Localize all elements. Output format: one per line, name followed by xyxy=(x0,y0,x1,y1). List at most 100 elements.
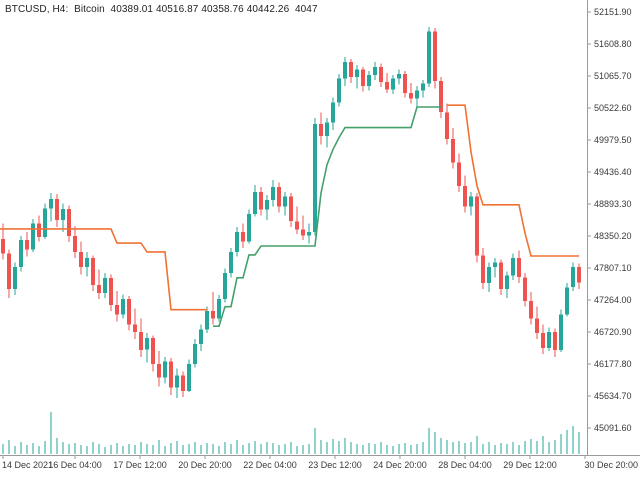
price-label: 46177.80 xyxy=(594,359,632,369)
candle-body xyxy=(121,299,125,315)
time-label: 17 Dec 12:00 xyxy=(113,460,167,470)
candle-body xyxy=(487,267,491,284)
price-axis[interactable]: 52151.90 51608.80 51065.70 50522.60 49979.50… xyxy=(587,7,632,433)
trend-line-down xyxy=(447,104,579,257)
price-label: 45634.70 xyxy=(594,391,632,401)
candle-body xyxy=(385,82,389,90)
price-label: 47807.10 xyxy=(594,263,632,273)
trend-line-down xyxy=(0,228,207,311)
candle-body xyxy=(67,208,71,236)
candle-body xyxy=(391,78,395,90)
candle-body xyxy=(439,81,443,113)
candle-body xyxy=(235,231,239,252)
candle-body xyxy=(139,332,143,350)
candle-body xyxy=(187,363,191,391)
candle-body xyxy=(241,231,245,242)
candle-body xyxy=(355,69,359,77)
time-label: 14 Dec 2021 xyxy=(2,460,53,470)
trend-line-up xyxy=(213,106,441,328)
price-label: 49436.40 xyxy=(594,167,632,177)
candle-body xyxy=(37,223,41,238)
candle-body xyxy=(31,223,35,250)
candle-body xyxy=(199,329,203,344)
candle-body xyxy=(535,318,539,334)
candle-body xyxy=(73,236,77,252)
candle-body xyxy=(577,267,581,283)
candle-body xyxy=(181,375,185,391)
candle-body xyxy=(457,162,461,186)
candle-body xyxy=(55,198,59,221)
candle-body xyxy=(475,196,479,256)
candle-body xyxy=(379,66,383,83)
candle-body xyxy=(49,198,53,209)
time-label: 16 Dec 04:00 xyxy=(48,460,102,470)
candle-body xyxy=(493,262,497,268)
price-label: 50522.60 xyxy=(594,103,632,113)
candle-body xyxy=(91,257,95,285)
candle-body xyxy=(361,69,365,86)
price-label: 45091.60 xyxy=(594,423,632,433)
candle-body xyxy=(43,208,47,238)
price-label: 51608.80 xyxy=(594,39,632,49)
candle-body xyxy=(451,138,455,163)
candle-body xyxy=(307,231,311,236)
candle-body xyxy=(349,62,353,77)
candle-body xyxy=(157,363,161,378)
candle-body xyxy=(427,31,431,84)
candle-body xyxy=(205,310,209,330)
candle-body xyxy=(397,74,401,79)
candle-body xyxy=(175,375,179,388)
candle-body xyxy=(481,255,485,284)
candle-body xyxy=(325,122,329,136)
candle-body xyxy=(523,277,527,301)
chart-symbol-title: BTCUSD, H4: Bitcoin 40389.01 40516.87 40… xyxy=(5,4,318,15)
time-label: 28 Dec 04:00 xyxy=(438,460,492,470)
candle-body xyxy=(247,214,251,242)
candle-body xyxy=(367,75,371,86)
candle-body xyxy=(85,257,89,268)
candle-body xyxy=(133,324,137,333)
candle-body xyxy=(151,337,155,364)
candle-body xyxy=(7,253,11,290)
candle-body xyxy=(433,31,437,82)
candle-body xyxy=(469,196,473,207)
candle-body xyxy=(229,251,233,274)
candle-body xyxy=(163,361,167,378)
candles xyxy=(1,26,581,398)
axes-frame xyxy=(0,0,640,456)
time-label: 20 Dec 20:00 xyxy=(178,460,232,470)
time-label: 23 Dec 12:00 xyxy=(308,460,362,470)
candle-body xyxy=(505,275,509,290)
candle-body xyxy=(97,284,101,294)
candle-body xyxy=(217,299,221,319)
price-label: 49979.50 xyxy=(594,135,632,145)
price-label: 48893.30 xyxy=(594,199,632,209)
candle-body xyxy=(25,240,29,250)
candle-body xyxy=(403,74,407,93)
candle-body xyxy=(103,277,107,294)
candle-body xyxy=(373,66,377,76)
candle-body xyxy=(541,333,545,348)
candle-body xyxy=(313,124,317,232)
time-label: 30 Dec 20:00 xyxy=(584,460,638,470)
candle-body xyxy=(289,196,293,222)
volume-bars xyxy=(2,412,580,454)
candle-body xyxy=(79,251,83,268)
candle-body xyxy=(1,239,5,254)
price-label: 46720.90 xyxy=(594,327,632,337)
candle-body xyxy=(529,300,533,319)
candle-body xyxy=(127,299,131,325)
candle-body xyxy=(337,78,341,103)
candle-body xyxy=(277,187,281,207)
candle-body xyxy=(115,304,119,315)
candle-body xyxy=(13,267,17,289)
candle-body xyxy=(253,191,257,215)
candle-body xyxy=(553,332,557,350)
candle-body xyxy=(559,314,563,350)
candle-body xyxy=(145,337,149,350)
candle-body xyxy=(19,240,23,268)
candle-body xyxy=(565,287,569,315)
